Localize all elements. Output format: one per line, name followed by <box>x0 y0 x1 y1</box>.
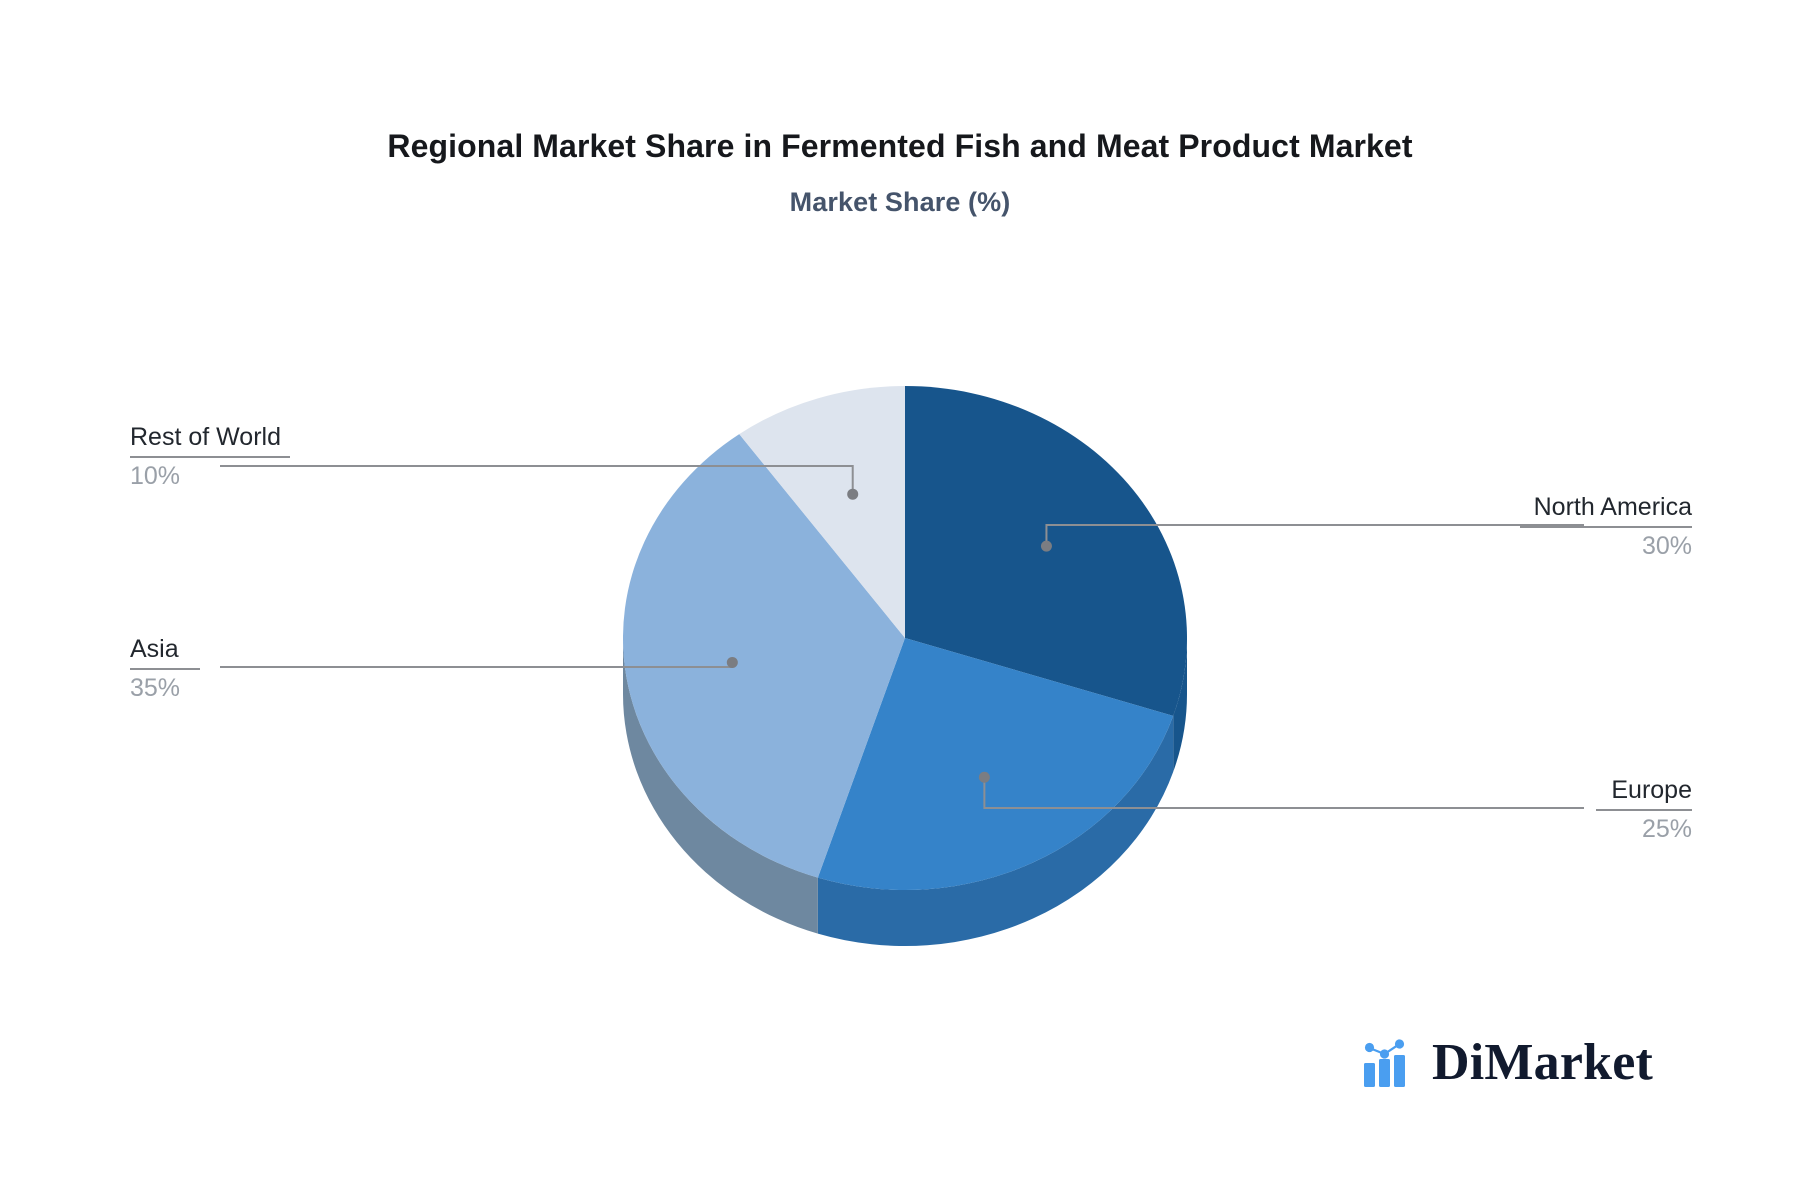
chart-title: Regional Market Share in Fermented Fish … <box>387 128 1413 164</box>
callout-north-america: North America 30% <box>1520 492 1692 561</box>
callout-value: 35% <box>130 673 181 702</box>
bar-chart-dots-icon <box>1364 1039 1405 1087</box>
logo-text: DiMarket <box>1432 1034 1654 1091</box>
callout-label: North America <box>1533 493 1692 521</box>
pie-side-1 <box>817 715 1174 947</box>
callout-rule <box>1596 808 1692 811</box>
callout-asia: Asia 35% <box>130 634 200 703</box>
callout-value: 25% <box>1641 814 1692 843</box>
callout-europe: Europe 25% <box>1596 775 1692 844</box>
callout-rule <box>130 667 200 670</box>
callout-label: Asia <box>130 635 179 663</box>
callout-label: Rest of World <box>130 423 281 451</box>
callout-value: 30% <box>1641 531 1692 560</box>
pie-slice <box>817 638 1174 891</box>
pie-side-0 <box>1173 638 1187 772</box>
pie-slice <box>905 386 1188 716</box>
leader-dot <box>978 771 990 783</box>
leader-line <box>220 465 854 495</box>
pie-top-faces <box>622 386 1188 891</box>
callout-label: Europe <box>1611 776 1692 804</box>
pie-leader-lines <box>220 465 1584 809</box>
title-block: Regional Market Share in Fermented Fish … <box>0 128 1800 218</box>
leader-line <box>1045 524 1584 547</box>
chart-subtitle: Market Share (%) <box>789 186 1011 217</box>
leader-dot <box>726 656 738 668</box>
pie-3d-side <box>623 638 1187 947</box>
leader-dot <box>847 488 859 500</box>
callout-rule <box>1520 525 1692 528</box>
pie-slice <box>622 434 905 878</box>
callout-rest-of-world: Rest of World 10% <box>130 422 290 491</box>
dimarket-logo: DiMarket <box>1362 1037 1653 1089</box>
pie-side-2 <box>623 638 818 934</box>
leader-line <box>983 777 1584 809</box>
leader-line <box>220 662 734 668</box>
callout-value: 10% <box>130 461 181 490</box>
callout-rule <box>130 455 290 458</box>
pie-slice <box>739 386 905 638</box>
leader-dot <box>1040 540 1052 552</box>
